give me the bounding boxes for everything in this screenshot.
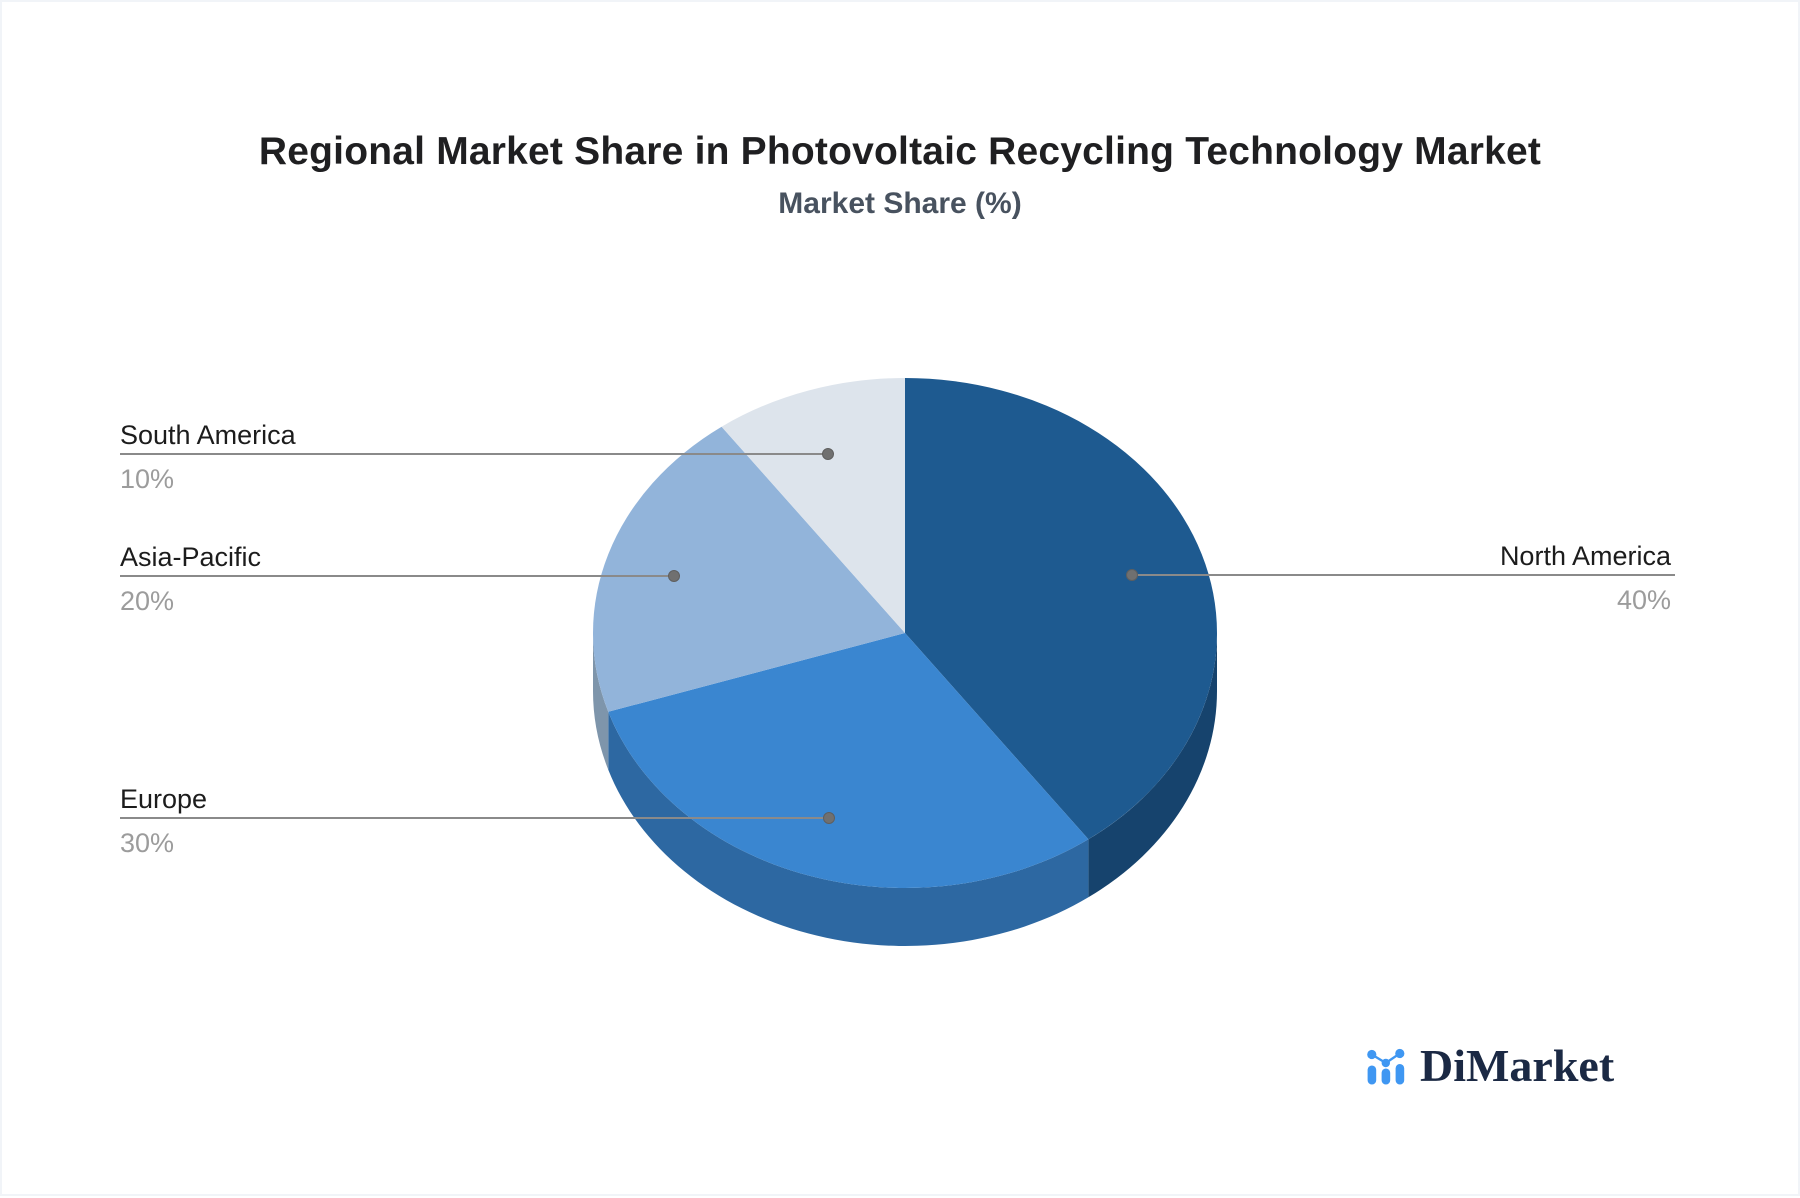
slice-label: Europe bbox=[120, 784, 208, 814]
pie-slice-side-asia-pacific bbox=[593, 633, 609, 770]
slice-value: 40% bbox=[1616, 585, 1671, 615]
dimarket-logo: DiMarket bbox=[1366, 1038, 1614, 1094]
slice-label: South America bbox=[120, 420, 296, 450]
leader-dot-europe bbox=[823, 812, 835, 824]
pie-slice-europe[interactable] bbox=[608, 633, 1089, 888]
callout-europe-value: 30% bbox=[120, 826, 174, 860]
chart-title: Regional Market Share in Photovoltaic Re… bbox=[258, 130, 1542, 173]
logo-text: DiMarket bbox=[1420, 1040, 1615, 1091]
pie-slice-asia-pacific[interactable] bbox=[593, 426, 905, 712]
pie-slice-south-america[interactable] bbox=[721, 378, 905, 633]
slice-value: 10% bbox=[120, 464, 175, 494]
pie-slice-side-north-america bbox=[1088, 633, 1217, 898]
slice-label: North America bbox=[1499, 541, 1671, 571]
slice-value: 30% bbox=[120, 828, 175, 858]
callout-europe: Europe bbox=[120, 782, 207, 816]
slice-label: Asia-Pacific bbox=[120, 542, 262, 572]
callout-south-america: South America bbox=[120, 418, 296, 452]
pie-slice-north-america[interactable] bbox=[905, 378, 1217, 840]
callout-south-america-value: 10% bbox=[120, 462, 174, 496]
chart-subtitle: Market Share (%) bbox=[778, 187, 1022, 220]
pie-slice-side-europe bbox=[608, 711, 1089, 946]
callout-north-america-value: 40% bbox=[1617, 583, 1671, 617]
leader-dot-south-america bbox=[822, 448, 834, 460]
slice-value: 20% bbox=[120, 586, 175, 616]
callout-asia-pacific: Asia-Pacific bbox=[120, 540, 261, 574]
bar-chart-logo-icon bbox=[1367, 1048, 1405, 1085]
callout-asia-pacific-value: 20% bbox=[120, 584, 174, 618]
leader-dot-asia-pacific bbox=[668, 570, 680, 582]
leader-dot-north-america bbox=[1126, 569, 1138, 581]
callout-north-america: North America bbox=[1500, 539, 1671, 573]
